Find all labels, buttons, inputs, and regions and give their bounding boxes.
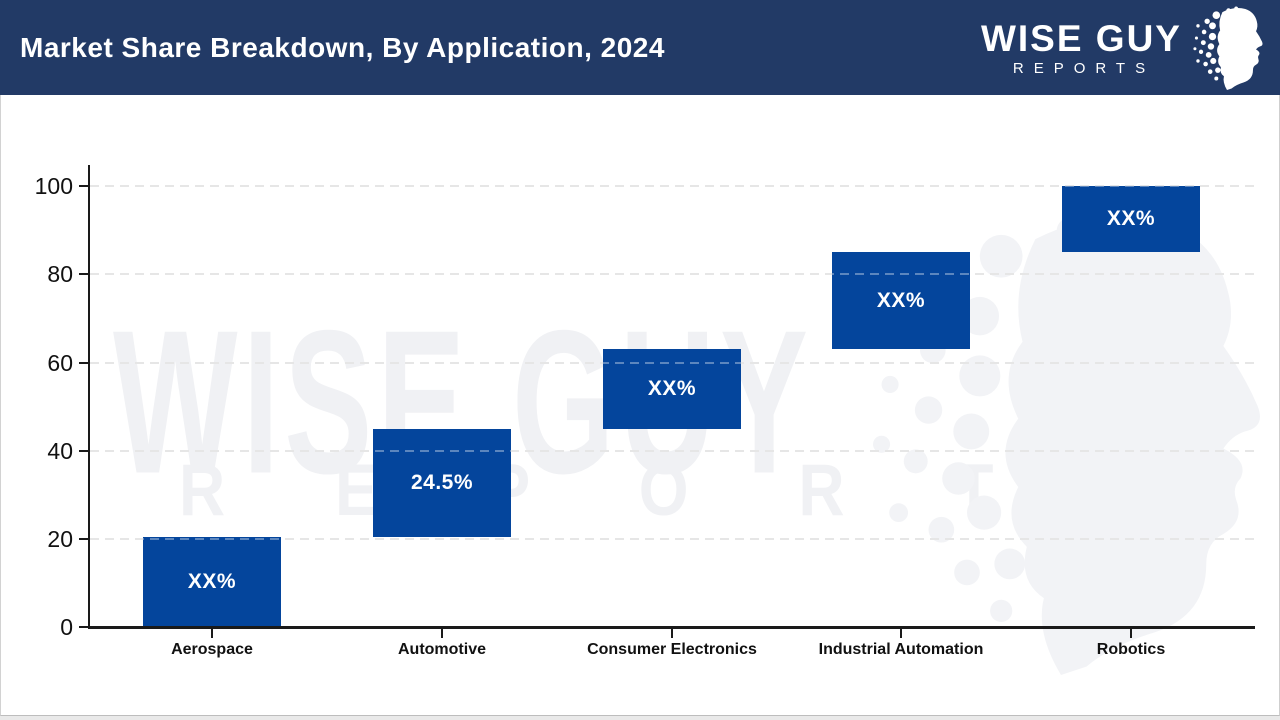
watermark-subtitle: R E P O R T S [179, 448, 1192, 531]
y-tick-label-40: 40 [47, 437, 73, 464]
logo-text: WISE GUY REPORTS [981, 20, 1182, 76]
x-axis-line [88, 626, 1255, 629]
header-bar: Market Share Breakdown, By Application, … [0, 0, 1280, 95]
page-title: Market Share Breakdown, By Application, … [20, 31, 665, 63]
bottom-edge-strip [0, 716, 1280, 720]
logo-wordmark: WISE GUY [980, 17, 1182, 59]
gridline-y100 [90, 185, 1254, 188]
y-tick-label-20: 20 [47, 525, 73, 552]
head-profile-logo-icon [1193, 5, 1263, 90]
x-category-label-industrial-automation: Industrial Automation [818, 641, 984, 658]
bar-industrial-automation: XX% [832, 252, 970, 350]
y-tick-100 [79, 185, 88, 188]
bar-value-label-consumer-electronics: XX% [647, 377, 697, 400]
x-category-label-consumer-electronics: Consumer Electronics [587, 641, 757, 658]
bar-value-label-aerospace: XX% [187, 569, 237, 593]
y-tick-label-80: 80 [47, 261, 73, 288]
y-tick-20 [79, 537, 88, 540]
gridline-overlay-y20 [90, 537, 1254, 540]
x-category-label-aerospace: Aerospace [171, 641, 253, 658]
x-tick-consumer-electronics [671, 629, 673, 638]
y-tick-80 [79, 273, 88, 276]
gridline-overlay-y80 [90, 273, 1254, 276]
x-category-label-automotive: Automotive [398, 641, 486, 658]
gridline-y20 [90, 537, 1254, 540]
y-tick-40 [79, 449, 88, 452]
y-tick-label-0: 0 [60, 614, 73, 640]
x-category-label-robotics: Robotics [1096, 641, 1166, 658]
y-axis-line [88, 165, 90, 628]
x-tick-automotive [441, 629, 443, 638]
y-tick-label-60: 60 [47, 349, 73, 376]
x-tick-aerospace [211, 629, 213, 638]
x-tick-industrial-automation [900, 629, 902, 638]
gridline-overlay-y40 [90, 449, 1254, 452]
gridline-y40 [90, 449, 1254, 452]
bar-robotics: XX% [1062, 186, 1200, 253]
x-tick-robotics [1130, 629, 1132, 638]
wise-guy-logo: WISE GUY REPORTS [981, 5, 1280, 90]
logo-subtitle: REPORTS [1012, 59, 1156, 77]
bar-value-label-industrial-automation: XX% [876, 288, 926, 312]
bar-consumer-electronics: XX% [603, 349, 741, 429]
bar-automotive: 24.5% [373, 428, 511, 537]
chart-canvas: WISE GUY R E P O R T S 0 20 40 60 80 100 XX% Ae… [0, 95, 1280, 716]
y-tick-60 [79, 361, 88, 364]
bar-value-label-robotics: XX% [1106, 207, 1156, 231]
gridline-overlay-y100 [90, 185, 1254, 188]
gridline-y80 [90, 273, 1254, 276]
bar-value-label-automotive: 24.5% [410, 470, 474, 494]
y-tick-label-100: 100 [34, 173, 73, 200]
bar-aerospace: XX% [143, 536, 281, 627]
y-tick-0 [79, 626, 88, 628]
gridline-overlay-y60 [90, 361, 1254, 364]
